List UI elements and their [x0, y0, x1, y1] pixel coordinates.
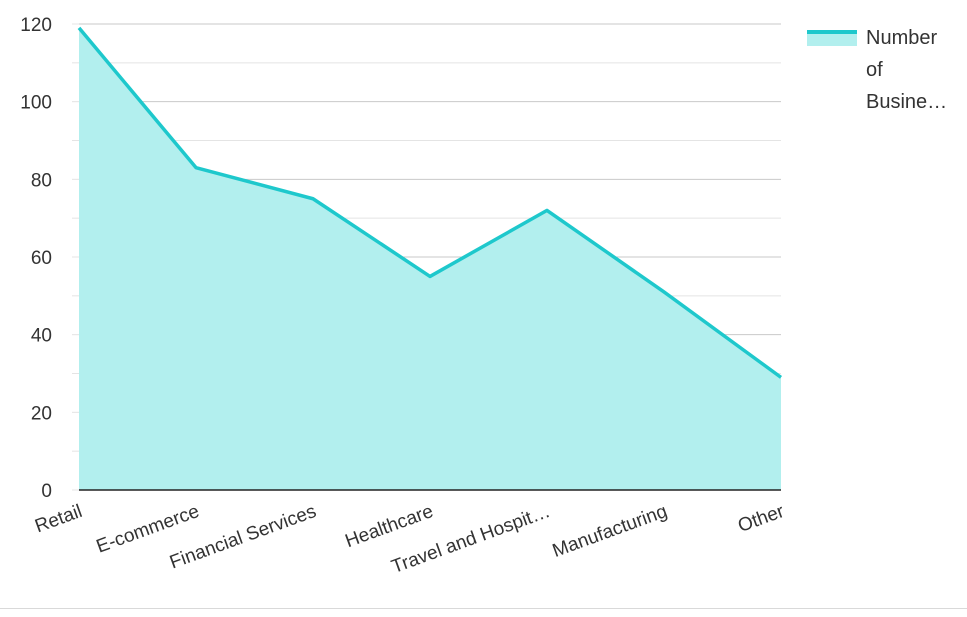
- x-tick-label: Manufacturing: [550, 501, 670, 562]
- series-area-fill: [79, 27, 781, 491]
- y-tick-label: 0: [41, 481, 52, 502]
- legend-label-line-2: of: [866, 59, 883, 81]
- legend-label-line-3: Busine…: [866, 91, 947, 113]
- bottom-divider: [0, 608, 967, 609]
- series-line: [77, 26, 783, 379]
- x-tick-label: Other: [735, 501, 787, 537]
- legend[interactable]: Number of Busine…: [807, 27, 947, 113]
- y-axis-ticks: 0 20 40 60 80 100 120: [20, 15, 52, 502]
- y-tick-label: 60: [31, 248, 52, 269]
- y-tick-label: 80: [31, 170, 52, 191]
- y-tick-label: 100: [20, 93, 52, 114]
- x-tick-label: Retail: [32, 501, 85, 537]
- y-tick-label: 20: [31, 403, 52, 424]
- x-tick-label: Healthcare: [343, 501, 437, 552]
- legend-label-line-1: Number: [866, 27, 937, 49]
- legend-swatch: [807, 32, 857, 46]
- y-tick-label: 40: [31, 326, 52, 347]
- y-tick-label: 120: [20, 15, 52, 36]
- area-layer: [77, 26, 783, 491]
- legend-swatch-line: [807, 30, 857, 34]
